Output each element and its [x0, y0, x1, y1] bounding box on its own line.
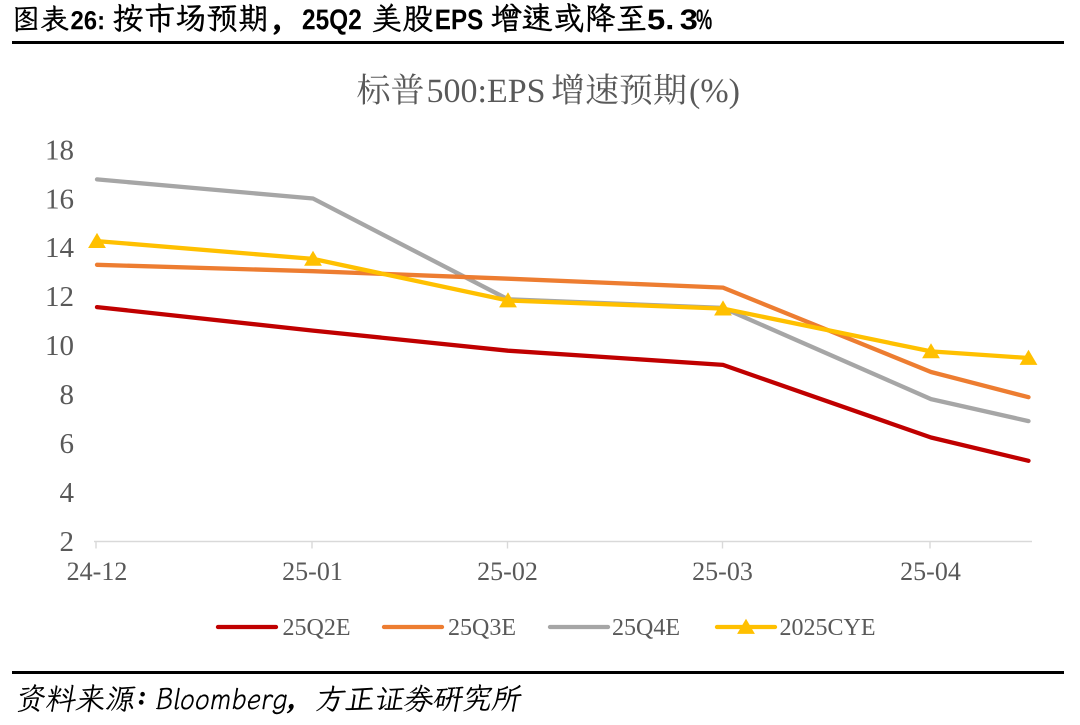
svg-text:4: 4 — [60, 477, 75, 509]
svg-text:18: 18 — [45, 134, 74, 166]
svg-text:6: 6 — [60, 428, 75, 460]
svg-text:25Q3E: 25Q3E — [448, 615, 516, 641]
svg-text:25-03: 25-03 — [692, 557, 753, 586]
svg-text:25-02: 25-02 — [477, 557, 538, 586]
svg-text:25Q2E: 25Q2E — [283, 615, 351, 641]
svg-text:25-04: 25-04 — [900, 557, 961, 586]
svg-text:10: 10 — [45, 330, 74, 362]
svg-text:25Q4E: 25Q4E — [612, 615, 680, 641]
svg-text:12: 12 — [45, 281, 74, 313]
svg-text:25-01: 25-01 — [282, 557, 343, 586]
svg-text:14: 14 — [45, 232, 75, 264]
svg-text:2: 2 — [60, 526, 75, 558]
svg-text:2025CYE: 2025CYE — [780, 615, 876, 641]
svg-text:16: 16 — [45, 183, 74, 215]
svg-text:8: 8 — [60, 379, 75, 411]
svg-text:24-12: 24-12 — [67, 557, 128, 586]
